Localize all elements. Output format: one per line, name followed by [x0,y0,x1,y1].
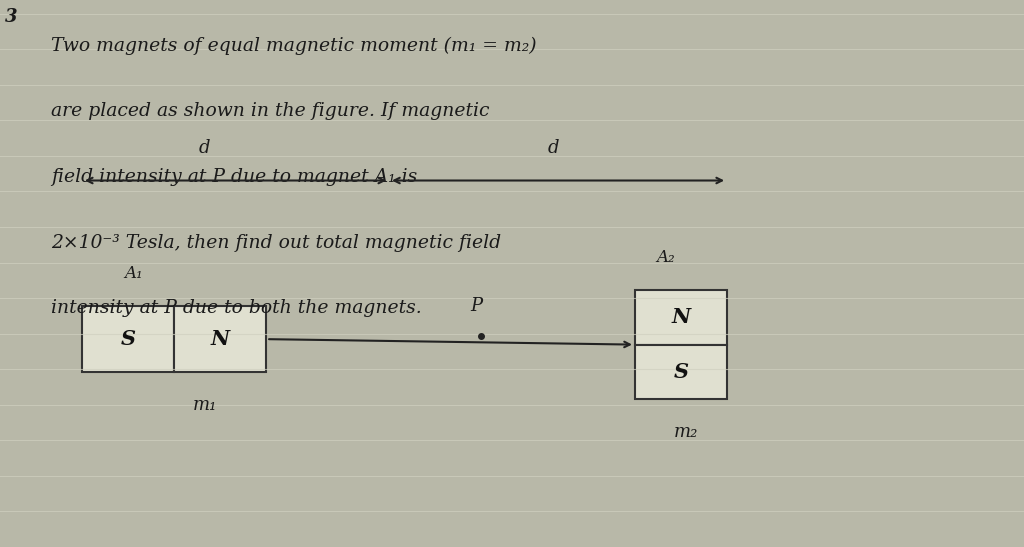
Bar [635,345,727,399]
Text: 2×10⁻³ Tesla, then find out total magnetic field: 2×10⁻³ Tesla, then find out total magnet… [51,234,502,252]
Text: N: N [672,307,690,327]
Bar [82,306,174,372]
Text: A₁: A₁ [124,265,142,282]
Text: Two magnets of equal magnetic moment (m₁ = m₂): Two magnets of equal magnetic moment (m₁… [51,37,537,55]
Text: P: P [470,298,482,315]
Text: m₂: m₂ [674,423,698,441]
Bar [174,306,266,372]
Text: S: S [674,362,688,382]
Text: S: S [121,329,135,349]
Text: field intensity at P due to magnet A₁ is: field intensity at P due to magnet A₁ is [51,168,418,186]
Text: are placed as shown in the figure. If magnetic: are placed as shown in the figure. If ma… [51,102,489,120]
Text: 3: 3 [5,8,17,26]
Text: d: d [547,139,559,156]
Text: N: N [211,329,229,349]
Text: d: d [199,139,211,156]
Text: intensity at P due to both the magnets.: intensity at P due to both the magnets. [51,299,422,317]
Bar [635,290,727,345]
Text: A₂: A₂ [656,248,675,266]
Text: m₁: m₁ [193,396,217,414]
